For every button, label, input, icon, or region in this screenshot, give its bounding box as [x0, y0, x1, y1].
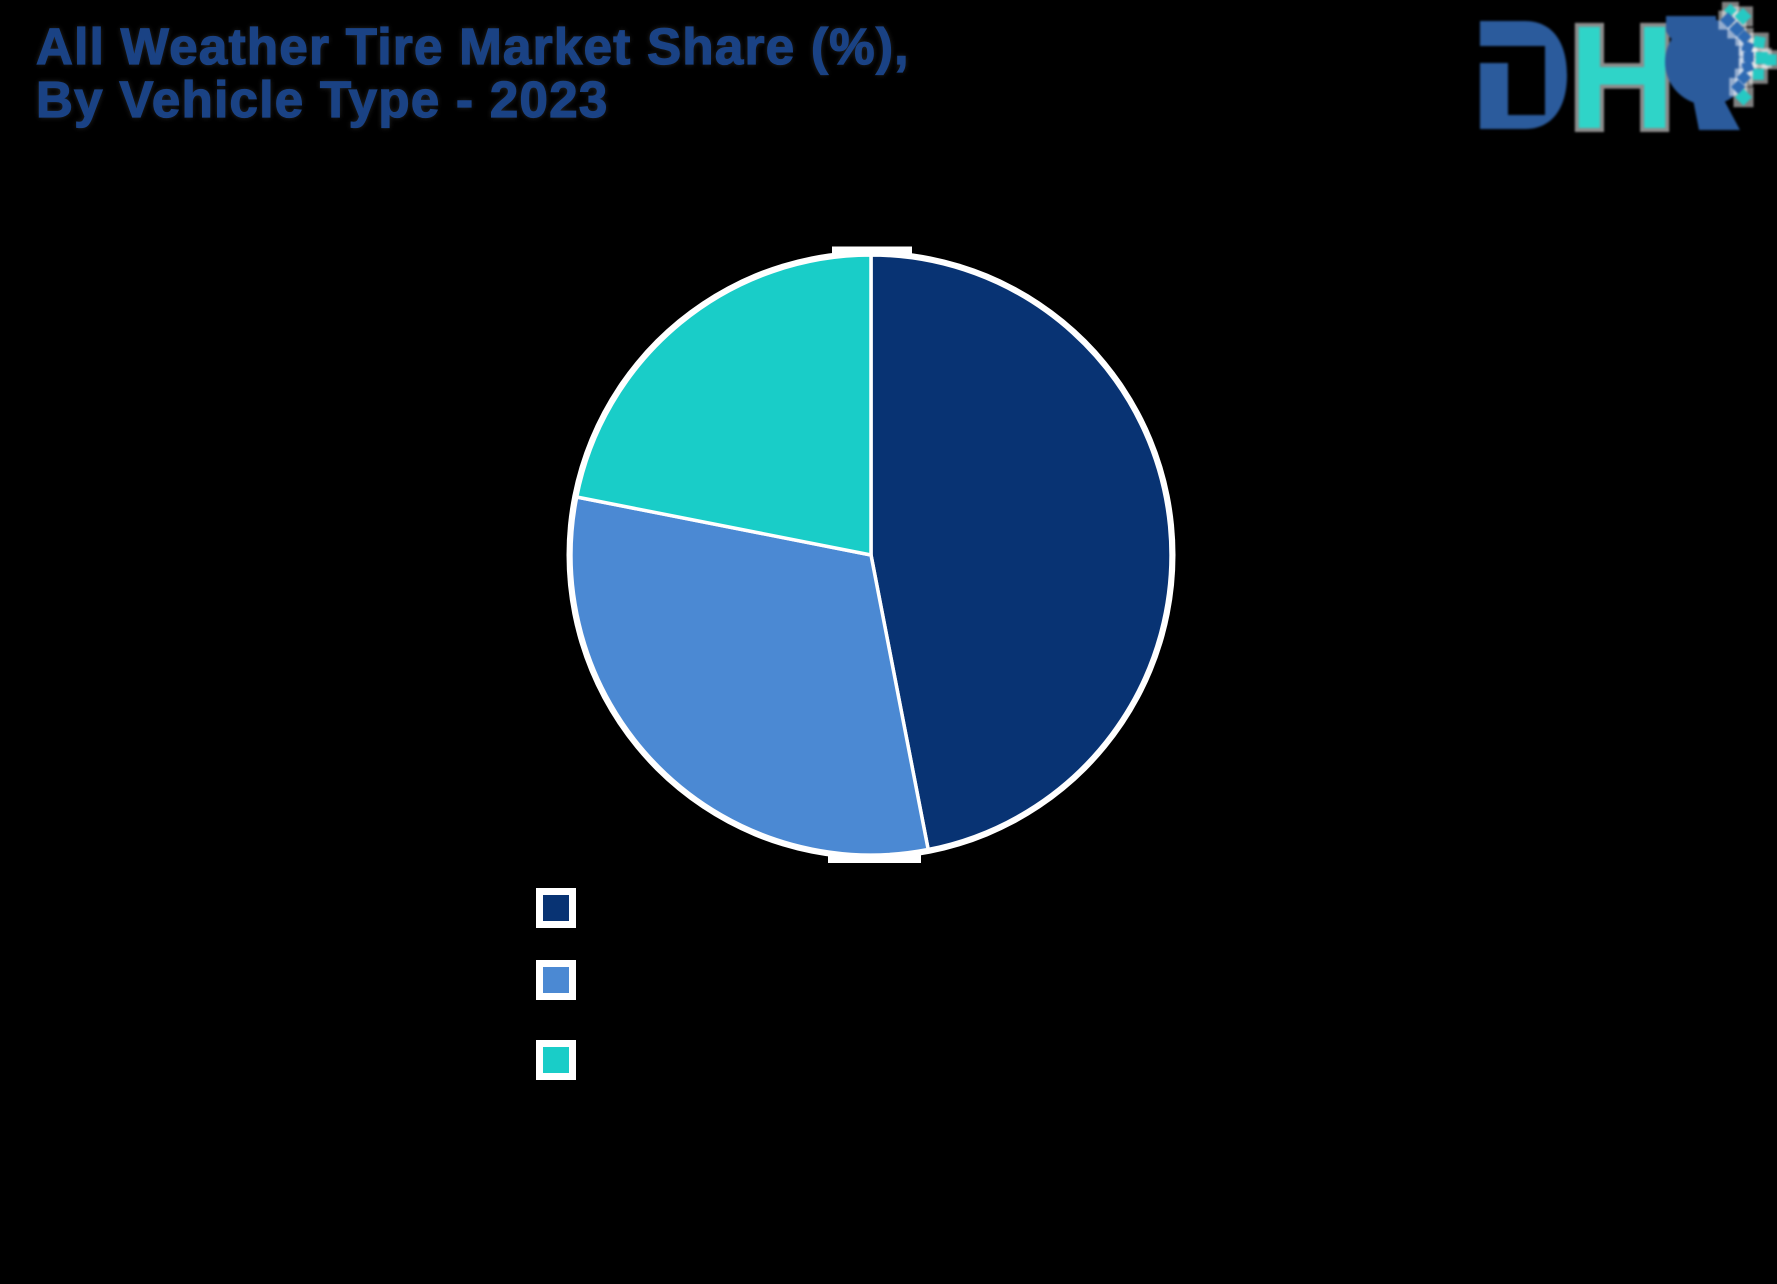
- svg-text:H: H: [1569, 0, 1675, 160]
